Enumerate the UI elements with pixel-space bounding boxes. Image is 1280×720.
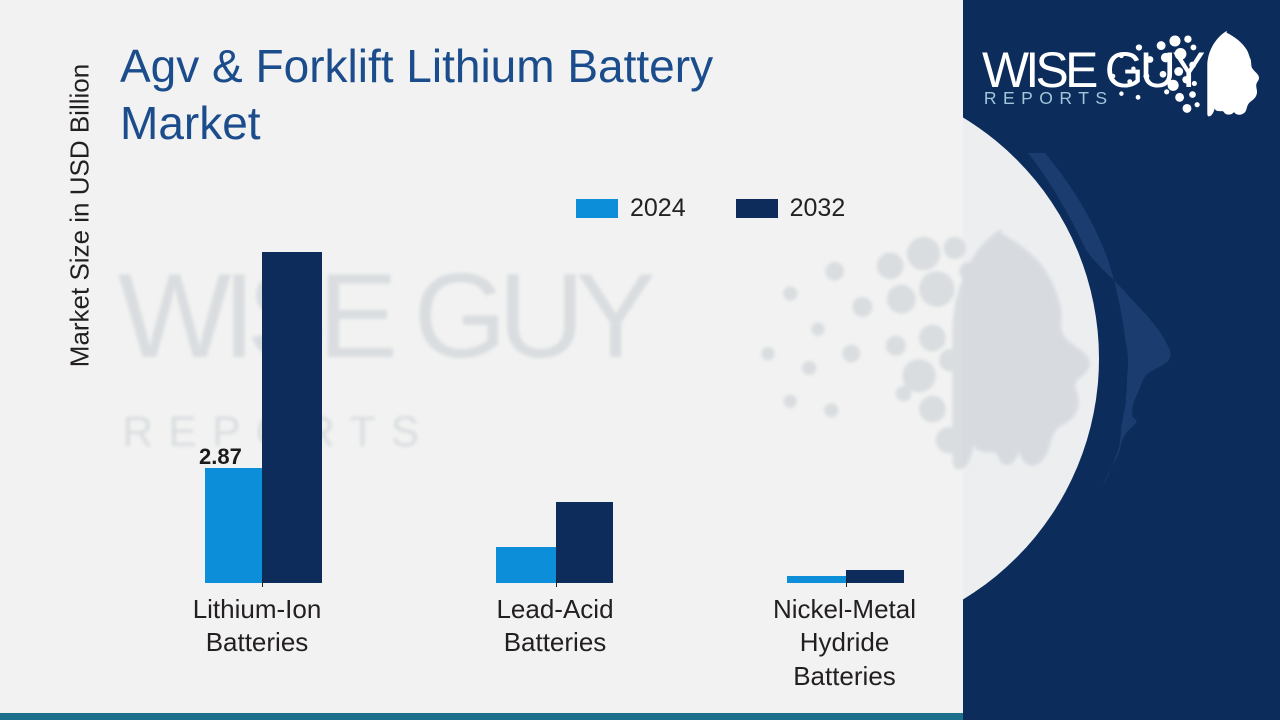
svg-text:REPORTS: REPORTS: [984, 88, 1114, 108]
